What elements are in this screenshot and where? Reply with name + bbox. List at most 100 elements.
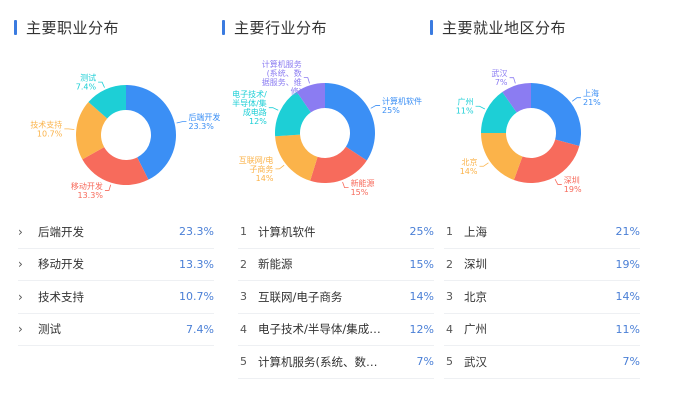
slice-label: 技术支持 10.7% xyxy=(30,119,62,138)
donut-segment[interactable] xyxy=(325,83,375,161)
donut-segment[interactable] xyxy=(481,92,517,133)
label-leader-line xyxy=(475,105,486,110)
slice-label: 后端开发 23.3% xyxy=(188,112,220,131)
item-label: 计算机软件 xyxy=(258,224,316,239)
label-leader-line xyxy=(176,121,187,124)
item-label: 深圳 xyxy=(464,257,487,272)
donut-segment[interactable] xyxy=(82,147,149,185)
occupation-donut-chart: 后端开发 23.3% 移动开发 13.3% 技术支持 10.7% 测试 7.4% xyxy=(30,73,220,200)
item-label: 电子技术/半导体/集成… xyxy=(258,322,381,337)
item-label: 计算机服务(系统、数… xyxy=(258,354,378,369)
label-leader-line xyxy=(572,97,582,102)
title-accent-bar xyxy=(14,19,17,35)
item-rank: 2 xyxy=(446,257,453,271)
chevron-right-icon: › xyxy=(18,257,23,272)
item-rank: 3 xyxy=(446,290,453,304)
item-rank: 3 xyxy=(240,290,247,304)
industry-panel: 主要行业分布 计算机软件 25% 新能源 15% 互联网/电子商务 14% 电子技术/半导体… xyxy=(222,0,434,400)
donut-segment[interactable] xyxy=(126,85,176,180)
label-leader-line xyxy=(479,162,489,167)
chevron-right-icon: › xyxy=(18,289,23,304)
list-item[interactable]: 2 新能源 15% xyxy=(238,249,434,281)
donut-segment[interactable] xyxy=(481,133,523,180)
item-rank: 4 xyxy=(446,322,453,336)
panel-title: 主要就业地区分布 xyxy=(430,17,566,37)
item-rank: 1 xyxy=(240,225,247,239)
donut-segment[interactable] xyxy=(310,146,367,183)
item-label: 互联网/电子商务 xyxy=(258,289,343,304)
donut-segment[interactable] xyxy=(76,102,108,160)
list-item[interactable]: 1 上海 21% xyxy=(444,216,640,249)
slice-label: 移动开发 13.3% xyxy=(71,181,103,200)
slice-label: 电子技术/半导体/集成电路 12% xyxy=(232,89,267,126)
region-donut-chart: 上海 21% 深圳 19% 北京 14% 广州 11% 武汉 7% xyxy=(456,68,601,194)
donut-segment[interactable] xyxy=(513,139,580,183)
donut-segment[interactable] xyxy=(275,134,318,181)
list-item[interactable]: 4 电子技术/半导体/集成… 12% xyxy=(238,314,434,346)
label-leader-line xyxy=(268,107,279,111)
donut-segment[interactable] xyxy=(88,85,126,119)
list-item[interactable]: 2 深圳 19% xyxy=(444,249,640,281)
label-leader-line xyxy=(64,128,75,130)
slice-label: 计算机软件 25% xyxy=(382,96,422,115)
label-leader-line xyxy=(275,164,285,170)
list-item[interactable]: 3 北京 14% xyxy=(444,281,640,314)
item-value: 7% xyxy=(416,355,434,369)
label-leader-line xyxy=(342,181,349,188)
list-item[interactable]: 5 武汉 7% xyxy=(444,346,640,379)
label-leader-line xyxy=(554,178,562,185)
title-accent-bar xyxy=(222,19,225,35)
list-item[interactable]: 5 计算机服务(系统、数… 7% xyxy=(238,346,434,379)
item-rank: 1 xyxy=(446,225,453,239)
item-value: 14% xyxy=(409,290,434,304)
donut-segment[interactable] xyxy=(275,91,311,137)
list-item[interactable]: 4 广州 11% xyxy=(444,314,640,346)
item-value: 14% xyxy=(615,290,640,304)
panel-title-text: 主要职业分布 xyxy=(26,18,120,37)
slice-label: 上海 21% xyxy=(583,88,601,107)
item-label: 后端开发 xyxy=(38,224,84,239)
item-rank: 4 xyxy=(240,322,247,336)
item-value: 7.4% xyxy=(186,322,214,336)
item-value: 12% xyxy=(409,322,434,336)
item-value: 13.3% xyxy=(179,257,214,271)
label-leader-line xyxy=(104,184,112,191)
item-label: 广州 xyxy=(464,322,487,337)
donut-segment[interactable] xyxy=(531,83,581,146)
item-rank: 2 xyxy=(240,257,247,271)
item-label: 北京 xyxy=(464,289,487,304)
chevron-right-icon: › xyxy=(18,322,23,337)
title-accent-bar xyxy=(430,19,433,35)
panel-title: 主要职业分布 xyxy=(14,17,119,37)
list-item[interactable]: › 测试 7.4% xyxy=(18,314,214,346)
donut-segment[interactable] xyxy=(296,83,325,113)
list-item[interactable]: › 技术支持 10.7% xyxy=(18,281,214,314)
list-item[interactable]: › 后端开发 23.3% xyxy=(18,216,214,249)
item-value: 19% xyxy=(615,257,640,271)
panel-title-text: 主要就业地区分布 xyxy=(442,18,567,37)
label-leader-line xyxy=(303,77,310,84)
item-label: 新能源 xyxy=(258,257,293,272)
donut-segment[interactable] xyxy=(502,83,531,113)
occupation-list: › 后端开发 23.3% › 移动开发 13.3% › 技术支持 10.7% › 测试 7.4% xyxy=(18,216,214,346)
item-label: 测试 xyxy=(38,322,61,337)
item-value: 11% xyxy=(615,322,640,336)
item-value: 7% xyxy=(622,355,640,369)
panel-title-text: 主要行业分布 xyxy=(234,18,328,37)
item-value: 23.3% xyxy=(179,225,214,239)
list-item[interactable]: 3 互联网/电子商务 14% xyxy=(238,281,434,314)
item-rank: 5 xyxy=(240,355,247,369)
slice-label: 广州 11% xyxy=(456,97,474,116)
slice-label: 测试 7.4% xyxy=(76,73,97,92)
industry-donut-chart: 计算机软件 25% 新能源 15% 互联网/电子商务 14% 电子技术/半导体/集成电路 12… xyxy=(232,60,422,197)
item-label: 上海 xyxy=(464,224,487,239)
chevron-right-icon: › xyxy=(18,224,23,239)
item-label: 武汉 xyxy=(464,354,487,369)
slice-label: 深圳 19% xyxy=(564,175,582,194)
item-value: 15% xyxy=(409,257,434,271)
region-list: 1 上海 21% 2 深圳 19% 3 北京 14% 4 广州 11% 5 武汉 7% xyxy=(444,216,640,379)
list-item[interactable]: › 移动开发 13.3% xyxy=(18,249,214,281)
list-item[interactable]: 1 计算机软件 25% xyxy=(238,216,434,249)
slice-label: 互联网/电子商务 14% xyxy=(239,155,274,183)
slice-label: 北京 14% xyxy=(460,157,478,176)
